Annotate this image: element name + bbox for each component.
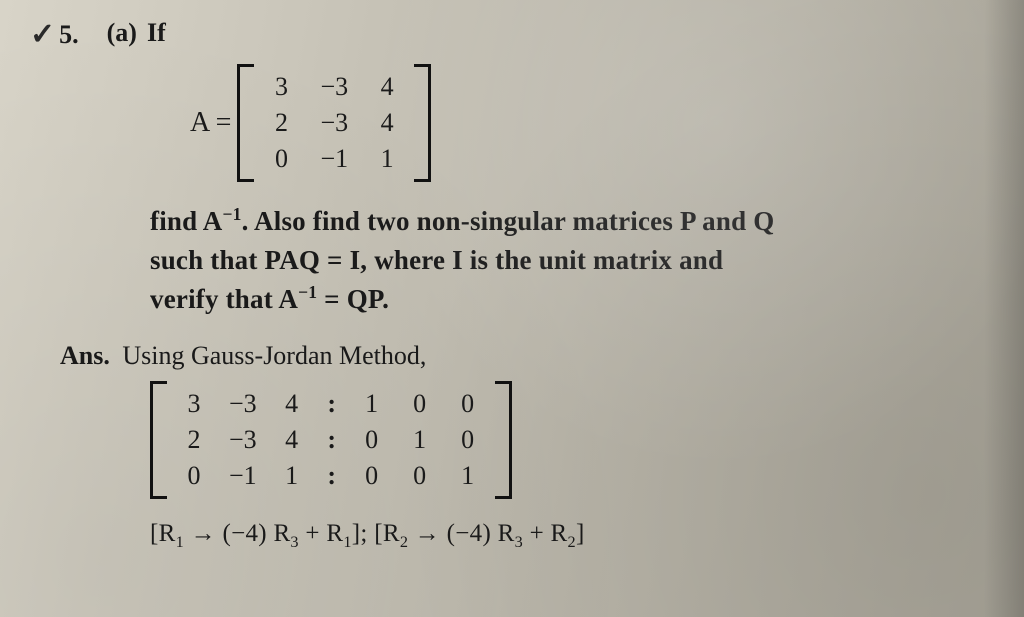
augmented-matrix: 3 −3 4 : 1 0 0 2 −3 4 : 0 1 0 0 −1 1 : 0…	[150, 381, 512, 499]
matrix-cell: 3	[268, 72, 294, 102]
matrix-cell: 3	[181, 389, 207, 419]
page-shadow	[984, 0, 1024, 617]
body-text-3a: verify that A	[150, 284, 298, 314]
matrix-cell: 4	[374, 108, 400, 138]
body-text-2: such that PAQ = I, where I is the unit m…	[150, 245, 723, 275]
matrix-cell: 0	[455, 425, 481, 455]
part-label: (a)	[107, 18, 137, 47]
matrix-cell: 4	[279, 389, 305, 419]
rowop-text: [R	[374, 520, 400, 547]
matrix-cell: 0	[359, 425, 385, 455]
question-number-wrap: ✓ 5.	[30, 20, 79, 50]
body-text-1b: . Also find two non-singular matrices P …	[242, 206, 775, 236]
matrix-cell: 0	[407, 389, 433, 419]
rowop-text: + R	[523, 520, 567, 547]
rowop-text: ];	[352, 520, 374, 547]
augmented-matrix-body: 3 −3 4 : 1 0 0 2 −3 4 : 0 1 0 0 −1 1 : 0…	[167, 381, 495, 499]
subscript: 2	[400, 533, 408, 551]
matrix-A: 3 −3 4 2 −3 4 0 −1 1	[237, 64, 431, 182]
row-operations: [R1 → (−4) R3 + R1]; [R2 → (−4) R3 + R2]	[150, 520, 974, 552]
matrix-cell: 2	[268, 108, 294, 138]
subscript: 1	[176, 533, 184, 551]
matrix-cell: 0	[181, 461, 207, 491]
matrix-lhs: A =	[190, 107, 231, 139]
matrix-cell: 0	[407, 461, 433, 491]
matrix-cell: 0	[455, 389, 481, 419]
subscript: 2	[568, 533, 576, 551]
matrix-cell: 1	[359, 389, 385, 419]
subscript: 3	[515, 533, 523, 551]
matrix-separator: :	[327, 425, 337, 455]
rowop-text: → (−4) R	[184, 520, 290, 547]
matrix-cell: 2	[181, 425, 207, 455]
matrix-cell: −1	[229, 461, 257, 491]
matrix-cell: 1	[455, 461, 481, 491]
rowop-text: [R	[150, 520, 176, 547]
left-bracket-icon	[237, 64, 254, 182]
checkmark-icon: ✓	[30, 20, 55, 50]
rowop-text: + R	[299, 520, 343, 547]
matrix-cell: −3	[320, 108, 348, 138]
matrix-cell: −3	[229, 425, 257, 455]
right-bracket-icon	[495, 381, 512, 499]
subscript: 1	[343, 533, 351, 551]
right-bracket-icon	[414, 64, 431, 182]
matrix-cell: 0	[268, 144, 294, 174]
question-header-row: ✓ 5. (a) If	[30, 18, 974, 50]
left-bracket-icon	[150, 381, 167, 499]
subscript: 3	[290, 533, 298, 551]
matrix-cell: −1	[320, 144, 348, 174]
answer-intro: Using Gauss-Jordan Method,	[122, 341, 426, 370]
page-root: ✓ 5. (a) If A = 3 −3 4 2 −3 4 0 −1 1	[0, 0, 1024, 617]
question-part-lead: (a) If	[107, 18, 166, 48]
matrix-cell: 0	[359, 461, 385, 491]
matrix-cell: 1	[407, 425, 433, 455]
rowop-text: → (−4) R	[408, 520, 514, 547]
matrix-definition: A = 3 −3 4 2 −3 4 0 −1 1	[190, 64, 974, 182]
matrix-cell: 1	[374, 144, 400, 174]
body-text-3b: = QP.	[317, 284, 389, 314]
matrix-cell: 4	[374, 72, 400, 102]
matrix-A-body: 3 −3 4 2 −3 4 0 −1 1	[254, 64, 414, 182]
matrix-separator: :	[327, 461, 337, 491]
superscript: −1	[298, 282, 317, 302]
lead-word: If	[147, 18, 166, 47]
matrix-cell: 4	[279, 425, 305, 455]
superscript: −1	[222, 204, 241, 224]
body-text-1: find A	[150, 206, 222, 236]
matrix-cell: 1	[279, 461, 305, 491]
rowop-text: ]	[576, 520, 585, 547]
matrix-separator: :	[327, 389, 337, 419]
question-number: 5.	[59, 20, 79, 50]
answer-label: Ans.	[60, 341, 110, 370]
augmented-matrix-wrap: 3 −3 4 : 1 0 0 2 −3 4 : 0 1 0 0 −1 1 : 0…	[150, 381, 974, 506]
matrix-cell: −3	[320, 72, 348, 102]
matrix-cell: −3	[229, 389, 257, 419]
question-body: find A−1. Also find two non-singular mat…	[150, 202, 974, 319]
answer-line: Ans. Using Gauss-Jordan Method,	[60, 341, 974, 371]
